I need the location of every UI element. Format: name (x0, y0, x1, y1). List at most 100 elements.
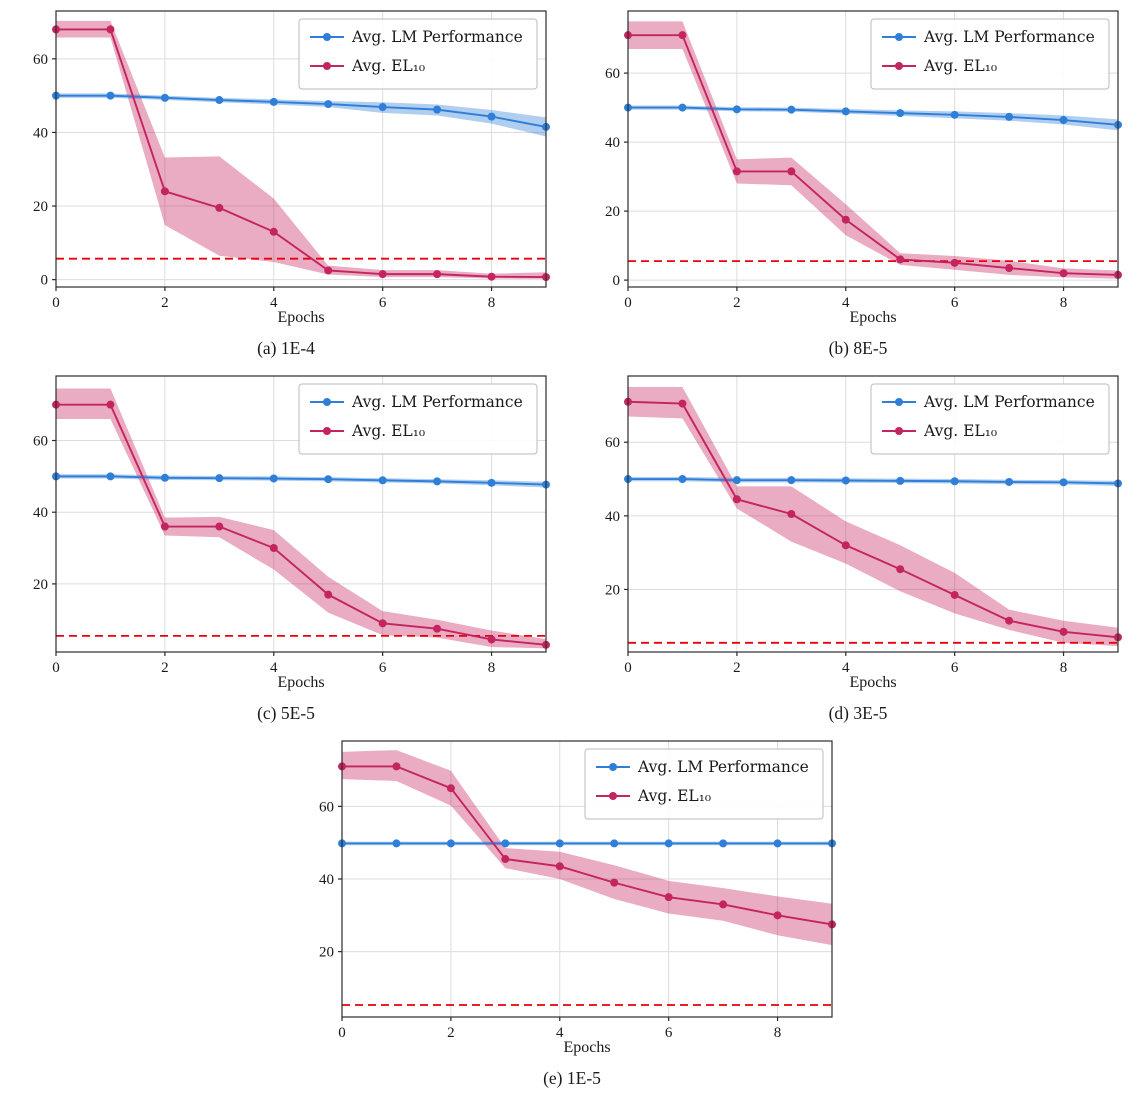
data-point-marker (787, 167, 796, 176)
subplot-b: 0 2 4 6 8 0 20 40 60 Epochs Avg. LM Performance Avg… (572, 2, 1144, 367)
data-point-marker (160, 187, 169, 196)
legend-box (584, 748, 824, 820)
x-tick-label: 8 (774, 1025, 782, 1041)
subplot-caption-e: (e) 1E-5 (543, 1068, 601, 1088)
data-point-marker (841, 215, 850, 224)
confidence-band (342, 750, 832, 946)
data-point-marker (106, 472, 115, 481)
y-tick-label: 20 (33, 199, 48, 215)
data-point-marker (1005, 616, 1014, 625)
data-point-marker (324, 475, 333, 484)
figure-row-1: 0 2 4 6 8 0 20 40 60 Epochs Avg. LM Performance Avg… (0, 2, 1144, 367)
x-tick-label: 6 (379, 660, 387, 676)
legend-marker (895, 398, 903, 406)
data-point-marker (501, 839, 510, 848)
data-point-marker (215, 522, 224, 531)
chart-svg-c: 0 2 4 6 8 20 40 60 Epochs Avg. LM Performance Avg.… (33, 375, 550, 691)
data-point-marker (378, 619, 387, 628)
x-tick-label: 0 (624, 295, 632, 311)
x-tick-label: 6 (379, 295, 387, 311)
x-tick-label: 8 (488, 295, 496, 311)
confidence-band (56, 388, 546, 649)
x-tick-label: 2 (733, 660, 741, 676)
series-line (628, 106, 1119, 126)
x-tick-label: 4 (556, 1025, 564, 1041)
data-point-marker (160, 473, 169, 482)
legend-marker (323, 33, 331, 41)
data-point-marker (106, 400, 115, 409)
data-point-marker (896, 565, 905, 574)
data-point-marker (1005, 264, 1014, 273)
legend-box (870, 383, 1110, 455)
data-point-marker (324, 266, 333, 275)
data-point-marker (433, 105, 442, 114)
x-tick-label: 4 (270, 660, 278, 676)
series-line (628, 34, 1119, 276)
data-point-marker (269, 544, 278, 553)
data-point-marker (446, 839, 455, 848)
confidence-band (56, 93, 546, 137)
legend-label: Avg. LM Performance (351, 28, 523, 46)
x-tick-label: 2 (161, 660, 169, 676)
data-point-marker (160, 522, 169, 531)
y-tick-label: 40 (605, 509, 620, 525)
x-axis-label: Epochs (849, 309, 896, 326)
legend-label: Avg. EL₁₀ (351, 57, 425, 75)
data-point-marker (678, 475, 687, 484)
data-point-marker (433, 270, 442, 279)
y-tick-label: 40 (319, 872, 334, 888)
data-point-marker (378, 270, 387, 279)
figure-row-2: 0 2 4 6 8 20 40 60 Epochs Avg. LM Performance Avg.… (0, 367, 1144, 732)
y-tick-label: 60 (319, 799, 334, 815)
subplot-d: 0 2 4 6 8 20 40 60 Epochs Avg. LM Performance Avg.… (572, 367, 1144, 732)
legend-label: Avg. EL₁₀ (923, 57, 997, 75)
x-tick-label: 4 (270, 295, 278, 311)
series-line (56, 403, 547, 646)
data-point-marker (487, 272, 496, 281)
x-tick-label: 0 (338, 1025, 346, 1041)
subplot-e: 0 2 4 6 8 20 40 60 Epochs Avg. LM Performance Avg.… (286, 732, 858, 1097)
x-tick-label: 6 (665, 1025, 673, 1041)
data-point-marker (1059, 116, 1068, 125)
legend-label: Avg. LM Performance (637, 758, 809, 776)
x-tick-label: 0 (52, 660, 60, 676)
data-point-marker (446, 784, 455, 793)
y-tick-label: 40 (605, 135, 620, 151)
legend-marker (609, 792, 617, 800)
y-tick-label: 40 (33, 125, 48, 141)
legend-box (298, 18, 538, 90)
data-point-marker (487, 478, 496, 487)
data-point-marker (1059, 269, 1068, 278)
data-point-marker (773, 911, 782, 920)
data-point-marker (732, 105, 741, 114)
data-point-marker (1005, 112, 1014, 121)
legend-label: Avg. EL₁₀ (351, 422, 425, 440)
data-point-marker (160, 93, 169, 102)
x-axis-label: Epochs (277, 309, 324, 326)
series-line (56, 94, 547, 128)
x-tick-label: 2 (733, 295, 741, 311)
chart-svg-b: 0 2 4 6 8 0 20 40 60 Epochs Avg. LM Performance Avg… (605, 10, 1122, 326)
legend-label: Avg. EL₁₀ (637, 787, 711, 805)
data-point-marker (324, 100, 333, 109)
data-point-marker (787, 105, 796, 114)
data-point-marker (555, 839, 564, 848)
data-point-marker (392, 839, 401, 848)
legend-marker (323, 427, 331, 435)
figure-row-3: 0 2 4 6 8 20 40 60 Epochs Avg. LM Performance Avg.… (0, 732, 1144, 1097)
confidence-band (56, 20, 546, 279)
legend-box (298, 383, 538, 455)
x-tick-label: 8 (488, 660, 496, 676)
subplot-caption-b: (b) 8E-5 (828, 338, 888, 358)
data-point-marker (215, 203, 224, 212)
data-point-marker (1005, 477, 1014, 486)
chart-svg-e: 0 2 4 6 8 20 40 60 Epochs Avg. LM Performance Avg.… (319, 740, 836, 1056)
data-point-marker (487, 635, 496, 644)
confidence-band (628, 21, 1118, 279)
data-point-marker (324, 590, 333, 599)
data-point-marker (719, 900, 728, 909)
subplot-caption-a: (a) 1E-4 (257, 338, 315, 358)
data-point-marker (732, 495, 741, 504)
data-point-marker (787, 510, 796, 518)
x-tick-label: 2 (161, 295, 169, 311)
